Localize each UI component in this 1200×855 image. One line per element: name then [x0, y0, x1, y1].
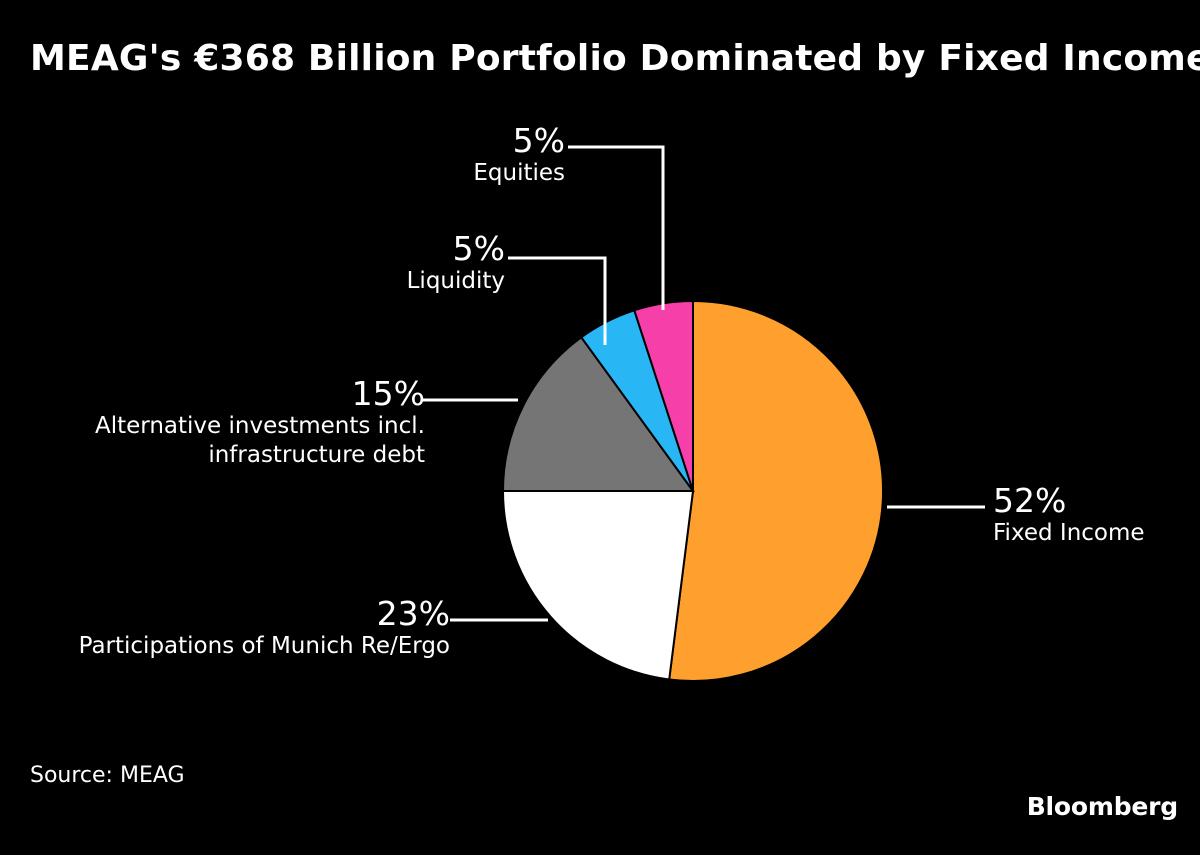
pie-slices	[501, 299, 884, 682]
callout-alternative-label-line2: infrastructure debt	[208, 442, 425, 468]
pie-slice-fixed-income[interactable]	[668, 299, 884, 682]
source-note: Source: MEAG	[30, 763, 185, 788]
bloomberg-logo: Bloomberg	[1026, 792, 1179, 821]
callout-participations-label: Participations of Munich Re/Ergo	[78, 633, 450, 659]
callout-fixed-income-label: Fixed Income	[993, 520, 1145, 546]
callout-participations: 23% Participations of Munich Re/Ergo	[20, 596, 450, 661]
pie-slice-alternative[interactable]	[501, 335, 695, 492]
leader-lines	[421, 145, 985, 622]
callout-equities-label: Equities	[473, 160, 565, 186]
leader-line-liquidity	[508, 256, 607, 345]
page-title: MEAG's €368 Billion Portfolio Dominated …	[30, 38, 1200, 79]
callout-fixed-income-percent: 52%	[993, 481, 1067, 520]
callout-participations-percent: 23%	[376, 594, 450, 633]
callout-equities-percent: 5%	[512, 121, 565, 160]
callout-alternative: 15% Alternative investments incl. infras…	[40, 376, 425, 470]
callout-liquidity: 5% Liquidity	[200, 231, 505, 296]
callout-liquidity-percent: 5%	[452, 229, 505, 268]
callout-equities: 5% Equities	[260, 123, 565, 188]
callout-liquidity-label: Liquidity	[406, 268, 505, 294]
callout-fixed-income: 52% Fixed Income	[993, 483, 1193, 548]
callout-alternative-label-line1: Alternative investments incl.	[95, 413, 425, 439]
callout-alternative-percent: 15%	[351, 374, 425, 413]
leader-line-equities	[568, 145, 665, 310]
pie-slice-participations[interactable]	[501, 490, 695, 681]
